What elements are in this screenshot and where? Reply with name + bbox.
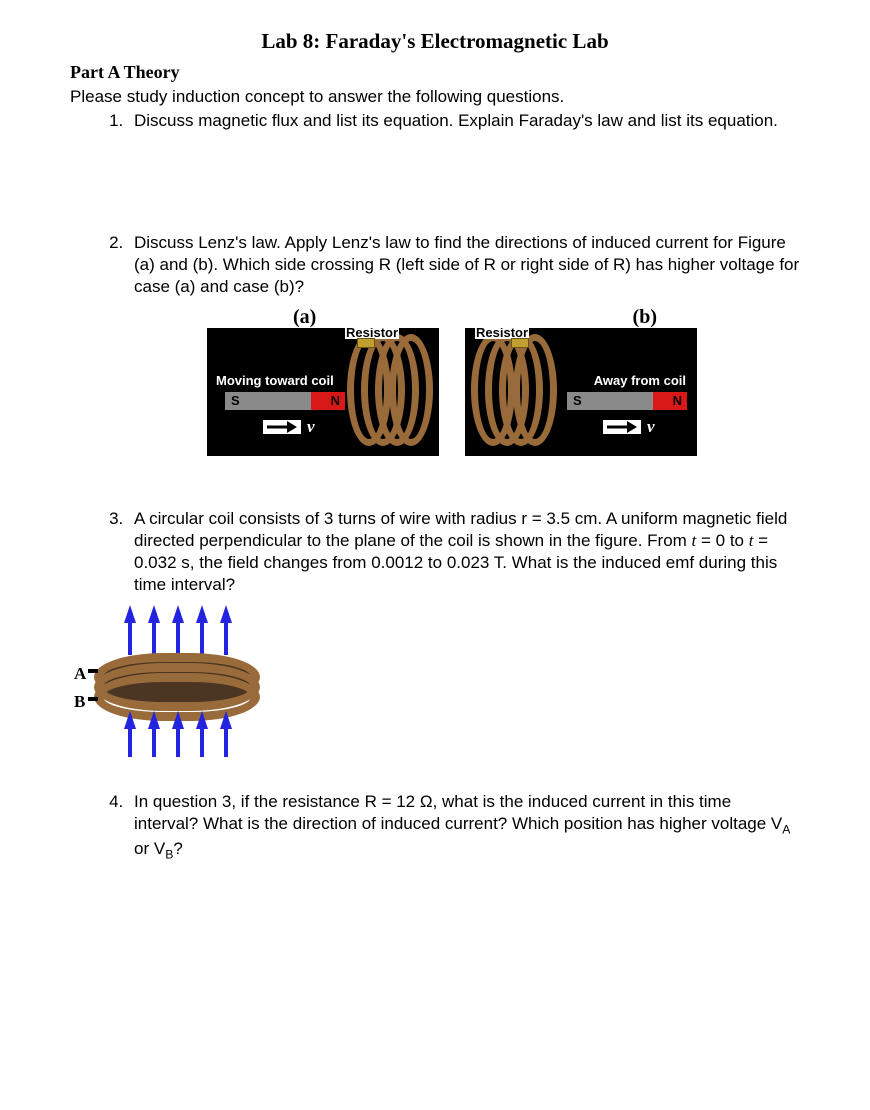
v-symbol-a: v — [307, 416, 315, 438]
figure-row-q2: (a) Resistor Moving toward coil S N — [104, 304, 800, 456]
question-list: Discuss magnetic flux and list its equat… — [128, 110, 800, 863]
motion-label-a: Moving toward coil — [213, 372, 337, 391]
resistor-bulb-b — [511, 338, 529, 348]
coil-a — [347, 334, 433, 450]
question-4-text: In question 3, if the resistance R = 12 … — [134, 792, 790, 858]
lead-B — [88, 697, 98, 701]
arrow-icon — [261, 418, 303, 436]
question-2: Discuss Lenz's law. Apply Lenz's law to … — [128, 232, 800, 500]
figure-a-label: (a) — [293, 304, 316, 330]
coil-b — [471, 334, 557, 450]
q3-part1: A circular coil consists of 3 turns of w… — [134, 509, 787, 550]
magnet-n-a: N — [311, 392, 345, 410]
intro-text: Please study induction concept to answer… — [70, 86, 800, 108]
question-3: A circular coil consists of 3 turns of w… — [128, 508, 800, 782]
v-symbol-b: v — [647, 416, 655, 438]
q4-end: ? — [173, 839, 182, 858]
magnet-s-b: S — [567, 392, 653, 410]
figure-b-label: (b) — [633, 304, 657, 330]
motion-label-b: Away from coil — [591, 372, 689, 391]
question-2-text: Discuss Lenz's law. Apply Lenz's law to … — [134, 233, 799, 296]
label-A: A — [74, 663, 86, 685]
velocity-arrow-a: v — [261, 416, 315, 438]
figure-q3: A B — [76, 603, 266, 759]
magnet-b: S N — [567, 392, 687, 410]
question-1-text: Discuss magnetic flux and list its equat… — [134, 111, 778, 130]
question-4: In question 3, if the resistance R = 12 … — [128, 791, 800, 864]
part-a-heading: Part A Theory — [70, 61, 800, 84]
question-1: Discuss magnetic flux and list its equat… — [128, 110, 800, 224]
magnet-s-a: S — [225, 392, 311, 410]
figure-b: (b) Resistor Away from coil S N — [465, 304, 697, 456]
velocity-arrow-b: v — [601, 416, 655, 438]
arrow-icon — [601, 418, 643, 436]
question-3-text: A circular coil consists of 3 turns of w… — [134, 509, 787, 594]
figure-a: (a) Resistor Moving toward coil S N — [207, 304, 439, 456]
resistor-bulb-a — [357, 338, 375, 348]
q4-sub-a: A — [782, 822, 790, 836]
label-B: B — [74, 691, 85, 713]
lead-A — [88, 669, 98, 673]
magnet-a: S N — [225, 392, 345, 410]
sim-panel-b: Resistor Away from coil S N — [465, 328, 697, 456]
q3-eq0: = 0 to — [696, 531, 748, 550]
q4-part1: In question 3, if the resistance R = 12 … — [134, 792, 782, 833]
q4-or: or V — [134, 839, 165, 858]
sim-panel-a: Resistor Moving toward coil S N — [207, 328, 439, 456]
coil-q3 — [94, 653, 262, 711]
magnet-n-b: N — [653, 392, 687, 410]
lab-title: Lab 8: Faraday's Electromagnetic Lab — [70, 28, 800, 55]
